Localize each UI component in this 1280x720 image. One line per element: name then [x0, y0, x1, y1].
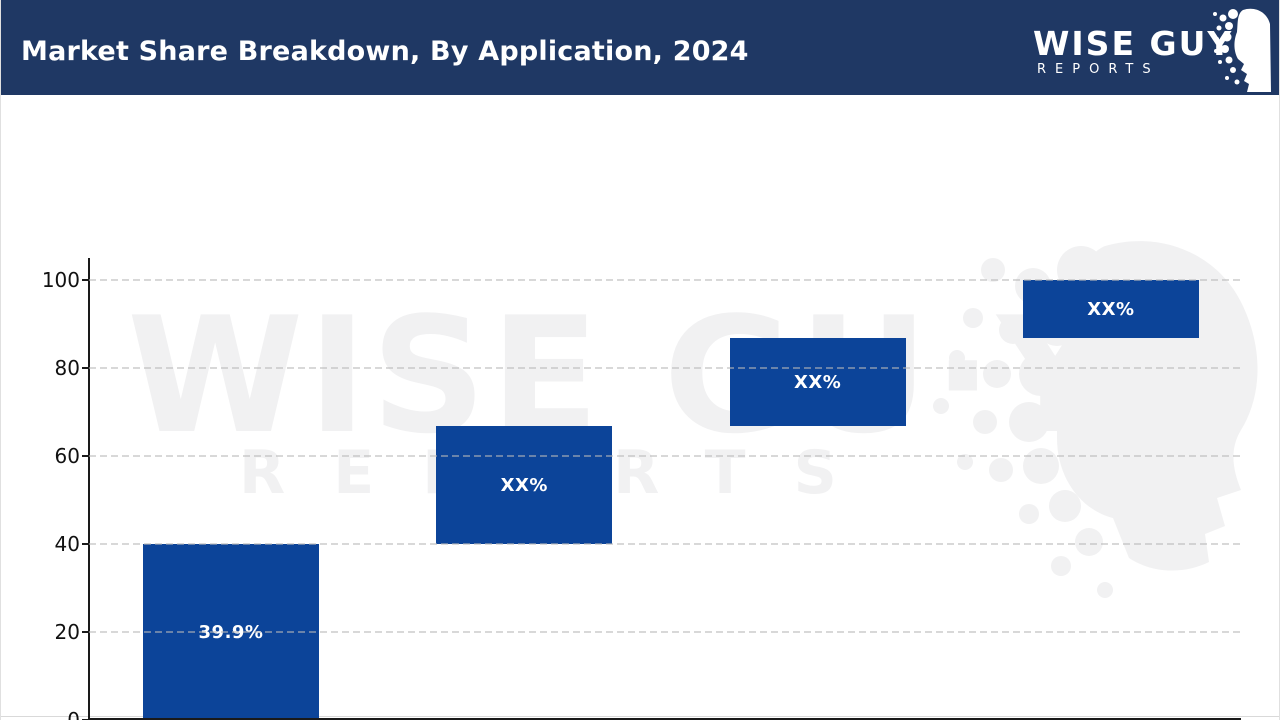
bar-value-label: XX%: [500, 474, 548, 496]
y-tick-label: 40: [54, 532, 80, 556]
y-tick-label: 20: [54, 620, 80, 644]
y-tick-mark: [82, 367, 89, 369]
y-tick-mark: [82, 631, 89, 633]
waterfall-chart: 02040608010039.9%CookingXX%BakingXX%Stea…: [1, 95, 1279, 720]
x-axis-line: [88, 718, 1241, 720]
gridline-100: [89, 279, 1241, 281]
header-bar: Market Share Breakdown, By Application, …: [1, 0, 1279, 95]
bar-reheating: XX%: [1022, 280, 1199, 339]
y-tick-mark: [82, 455, 89, 457]
watermark-text-line1: WISE GU·Y: [127, 282, 1118, 469]
y-tick-label: 100: [41, 268, 80, 292]
bar-baking: XX%: [436, 426, 613, 545]
logo-name-text: WISE GUY: [1033, 24, 1234, 63]
bar-steaming: XX%: [729, 338, 906, 427]
bottom-divider: [1, 716, 1279, 717]
gridline-80: [89, 367, 1241, 369]
gridline-60: [89, 455, 1241, 457]
y-tick-label: 80: [54, 356, 80, 380]
bar-value-label: XX%: [793, 371, 842, 393]
bar-value-label: XX%: [1087, 298, 1135, 320]
y-axis-line: [88, 258, 90, 720]
gridline-20: [89, 631, 1241, 633]
y-tick-mark: [82, 279, 89, 281]
y-tick-mark: [82, 543, 89, 545]
logo-sub-text: REPORTS: [1037, 62, 1160, 77]
page-title: Market Share Breakdown, By Application, …: [21, 36, 749, 67]
y-tick-label: 60: [54, 444, 80, 468]
gridline-40: [89, 543, 1241, 545]
y-tick-label: 0: [67, 708, 80, 720]
logo-face-icon: [1213, 8, 1271, 92]
wiseguy-logo: WISE GUY REPORTS: [1021, 4, 1271, 92]
